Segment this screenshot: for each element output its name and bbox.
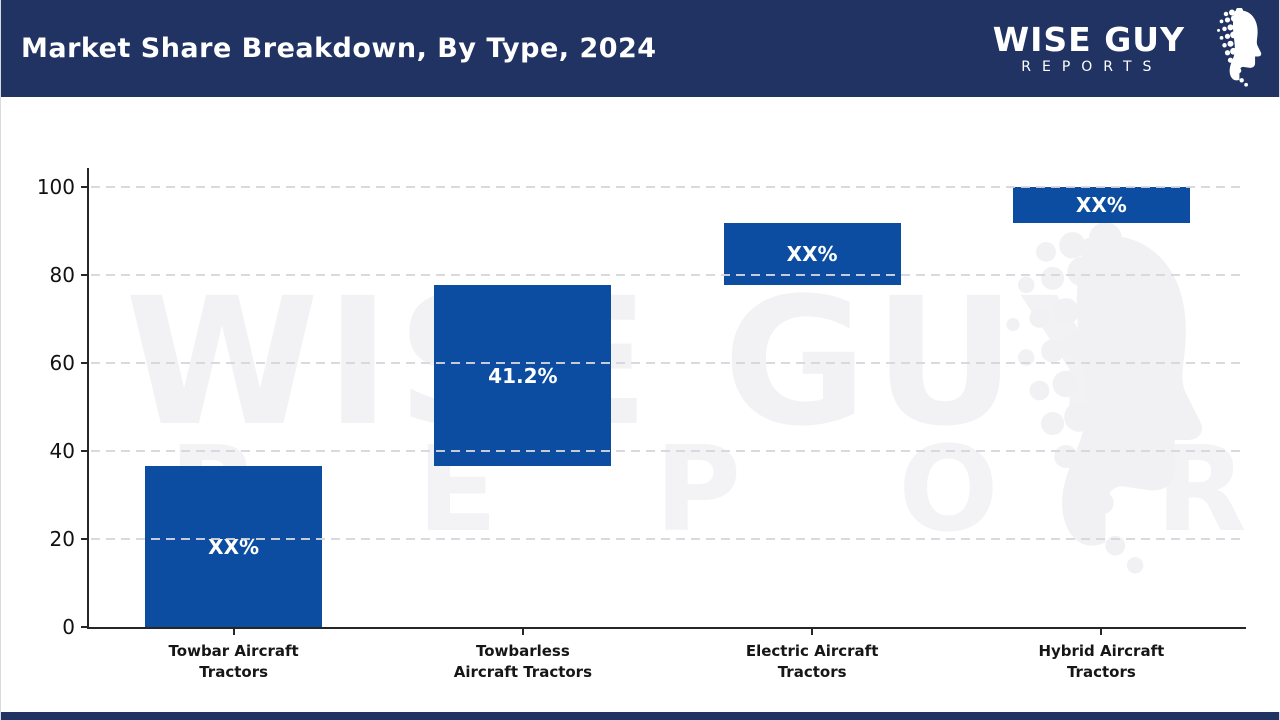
x-category-label: Towbar Aircraft Tractors [97, 641, 370, 683]
footer-bar [1, 712, 1279, 720]
x-category-line: Tractors [1066, 663, 1136, 681]
y-tick [81, 362, 89, 364]
x-category-line: Towbar Aircraft [168, 642, 299, 660]
watermark-head-icon [1006, 222, 1202, 574]
wiseguy-head-icon [1217, 7, 1262, 87]
x-category-label: Towbarless Aircraft Tractors [386, 641, 659, 683]
y-tick [81, 186, 89, 188]
x-category-label: Electric Aircraft Tractors [676, 641, 949, 683]
page-title: Market Share Breakdown, By Type, 2024 [21, 33, 657, 64]
x-category-line: Towbarless [475, 642, 570, 660]
y-tick [81, 450, 89, 452]
x-tick [1100, 629, 1103, 635]
bar: XX% [145, 466, 323, 627]
axis-y [87, 168, 89, 629]
y-tick [81, 274, 89, 276]
bar-value-label: XX% [1075, 193, 1127, 218]
gridline [91, 186, 1246, 188]
y-tick-label: 80 [49, 263, 75, 287]
bar-value-label: 41.2% [488, 363, 558, 388]
wiseguy-logo: WISE GUY REPORTS [992, 7, 1265, 90]
gridline [91, 362, 1246, 364]
bar-value-label: XX% [786, 242, 838, 267]
x-category-line: Aircraft Tractors [453, 663, 593, 681]
x-category-line: Tractors [777, 663, 847, 681]
header: Market Share Breakdown, By Type, 2024 WI… [1, 0, 1279, 97]
x-tick [811, 629, 814, 635]
logo-subtitle: REPORTS [1021, 58, 1163, 75]
gridline [91, 450, 1246, 452]
y-tick [81, 626, 89, 628]
x-category-line: Electric Aircraft [745, 642, 879, 660]
bar: XX% [1012, 187, 1190, 224]
y-tick-label: 60 [49, 351, 75, 375]
x-category-line: Tractors [199, 663, 269, 681]
x-category-line: Hybrid Aircraft [1038, 642, 1165, 660]
y-tick [81, 538, 89, 540]
bar: 41.2% [434, 285, 612, 467]
y-tick-label: 0 [62, 615, 75, 639]
x-category-label: Hybrid Aircraft Tractors [965, 641, 1238, 683]
gridline [91, 274, 1246, 276]
axis-x [87, 627, 1246, 629]
logo-text: WISE GUY REPORTS [992, 19, 1185, 75]
y-tick-label: 40 [49, 439, 75, 463]
logo-wordmark: WISE GUY [992, 19, 1185, 59]
y-tick-label: 20 [49, 527, 75, 551]
gridline [91, 538, 1246, 540]
x-tick [521, 629, 524, 635]
x-tick [232, 629, 235, 635]
y-tick-label: 100 [36, 175, 75, 199]
